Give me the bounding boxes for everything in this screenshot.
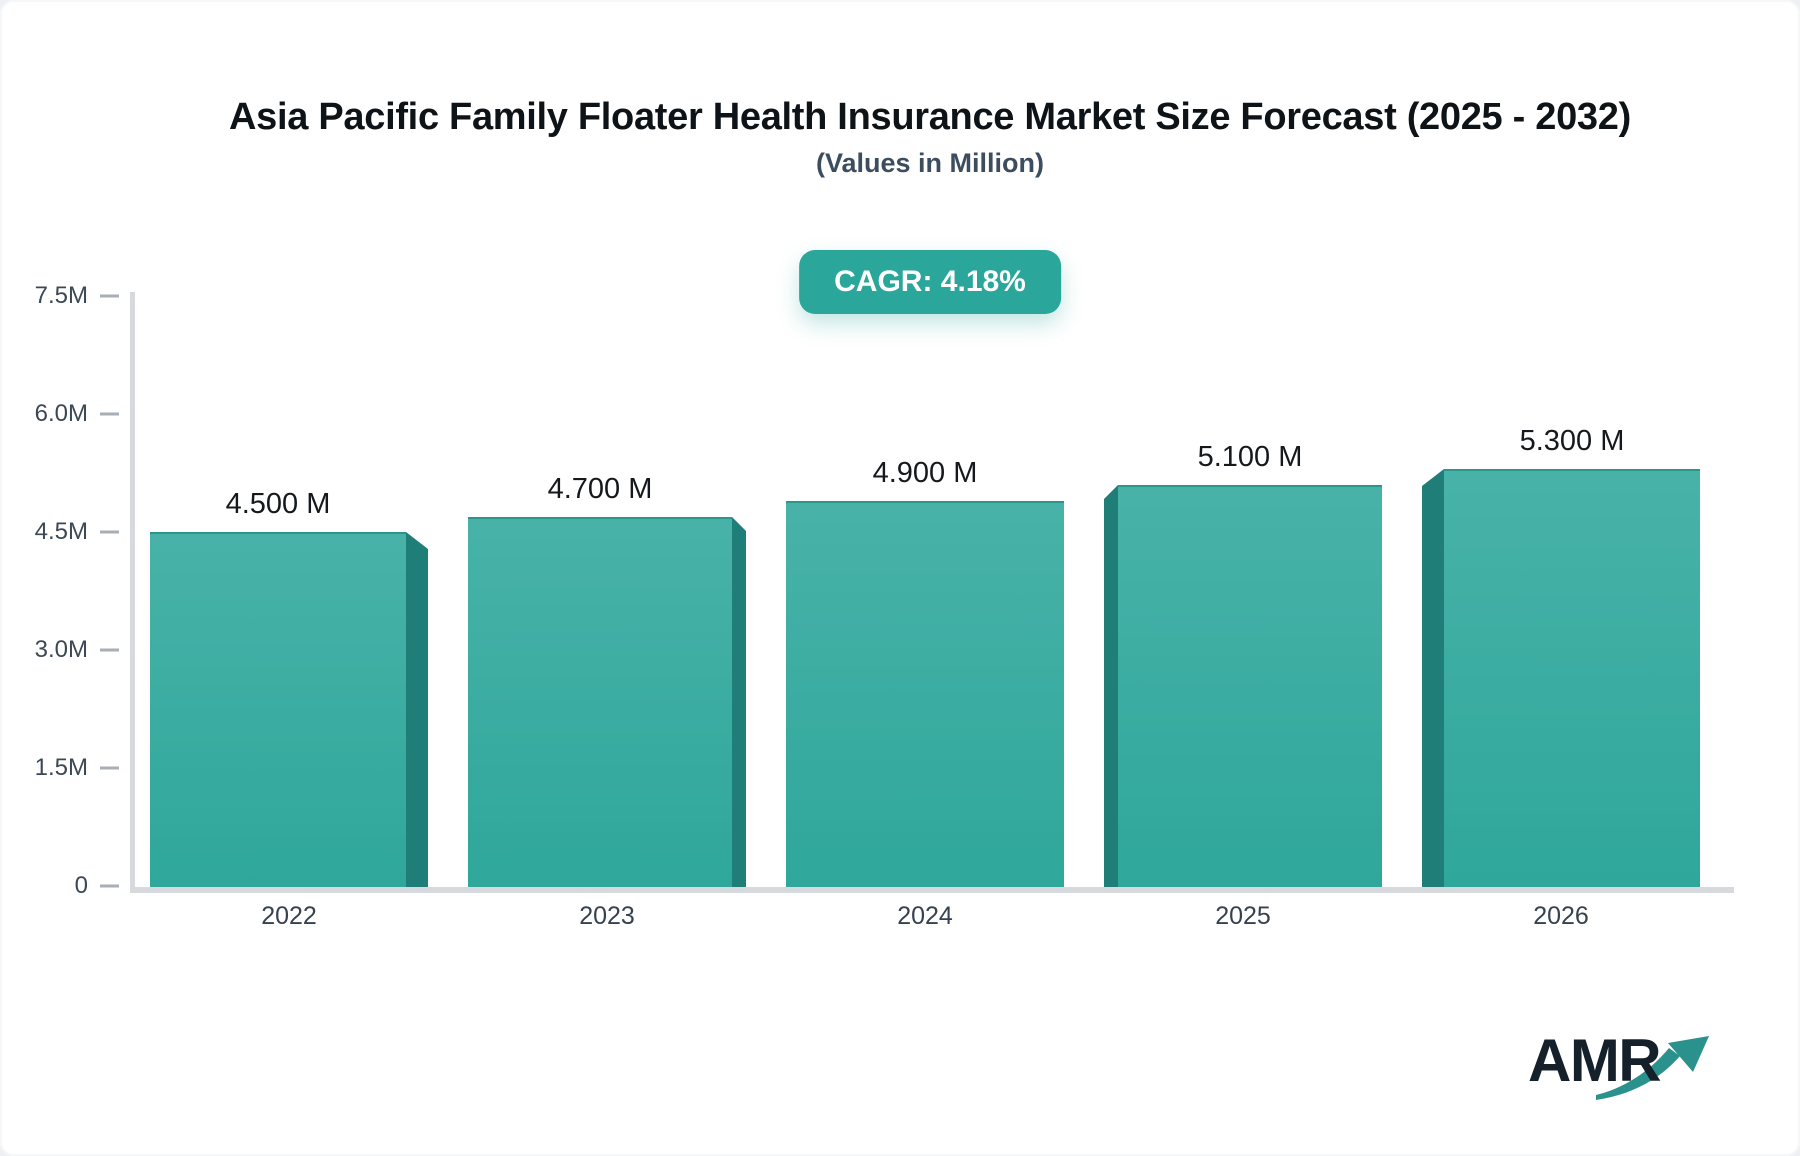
bar-3d-side bbox=[1104, 485, 1118, 887]
y-axis-tick-label: 0 bbox=[74, 872, 88, 899]
y-axis-tick-label: 3.0M bbox=[34, 636, 88, 663]
x-axis-label-2023: 2023 bbox=[579, 902, 635, 930]
bar-face bbox=[468, 517, 732, 887]
y-axis-tick-mark bbox=[100, 294, 119, 298]
y-axis-tick-label: 7.5M bbox=[34, 282, 88, 309]
bar-value-label: 5.300 M bbox=[1519, 425, 1625, 457]
bar-group-2026: 5.300 M 2026 bbox=[1402, 0, 1720, 1156]
y-axis-tick-mark bbox=[100, 884, 119, 888]
bar-value-label: 4.500 M bbox=[225, 488, 331, 520]
amr-logo: AMR bbox=[1528, 1026, 1738, 1116]
bar-2024[interactable] bbox=[786, 501, 1064, 887]
bar-3d-side bbox=[732, 517, 746, 887]
y-axis-line bbox=[130, 292, 135, 893]
y-axis-tick-label: 6.0M bbox=[34, 400, 88, 427]
x-axis-line bbox=[130, 887, 1734, 893]
y-axis-tick-mark bbox=[100, 648, 119, 652]
bar-value-label: 4.900 M bbox=[872, 457, 978, 489]
bar-2026[interactable] bbox=[1422, 469, 1700, 887]
bar-face bbox=[150, 532, 406, 887]
y-axis-tick-label: 4.5M bbox=[34, 518, 88, 545]
x-axis-label-2026: 2026 bbox=[1533, 902, 1589, 930]
bar-2022[interactable] bbox=[150, 532, 428, 887]
x-axis-label-2024: 2024 bbox=[897, 902, 953, 930]
y-axis-tick-label: 1.5M bbox=[34, 754, 88, 781]
bar-2023[interactable] bbox=[468, 517, 746, 887]
bar-group-2025: 5.100 M 2025 bbox=[1084, 0, 1402, 1156]
bar-face bbox=[786, 501, 1064, 887]
bar-group-2024: 4.900 M 2024 bbox=[766, 0, 1084, 1156]
amr-logo-text: AMR bbox=[1528, 1027, 1662, 1094]
bar-3d-side bbox=[1422, 469, 1444, 887]
x-axis-label-2025: 2025 bbox=[1215, 902, 1271, 930]
bar-value-label: 4.700 M bbox=[547, 473, 653, 505]
chart-subtitle: (Values in Million) bbox=[815, 148, 1045, 178]
bar-value-label: 5.100 M bbox=[1197, 441, 1303, 473]
cagr-badge: CAGR: 4.18% bbox=[799, 250, 1061, 314]
trend-up-arrow-icon bbox=[1596, 1036, 1709, 1100]
y-axis-tick-mark bbox=[100, 530, 119, 534]
y-axis-tick-mark bbox=[100, 766, 119, 770]
chart-title: Asia Pacific Family Floater Health Insur… bbox=[229, 96, 1631, 138]
bar-group-2022: 4.500 M 2022 bbox=[130, 0, 448, 1156]
cagr-badge-label: CAGR: 4.18% bbox=[834, 265, 1026, 298]
bar-2025[interactable] bbox=[1104, 485, 1382, 887]
x-axis-label-2022: 2022 bbox=[261, 902, 317, 930]
bar-face bbox=[1118, 485, 1382, 887]
bar-group-2023: 4.700 M 2023 bbox=[448, 0, 766, 1156]
y-axis-tick-mark bbox=[100, 412, 119, 416]
bar-3d-side bbox=[406, 532, 428, 887]
bar-face bbox=[1444, 469, 1700, 887]
